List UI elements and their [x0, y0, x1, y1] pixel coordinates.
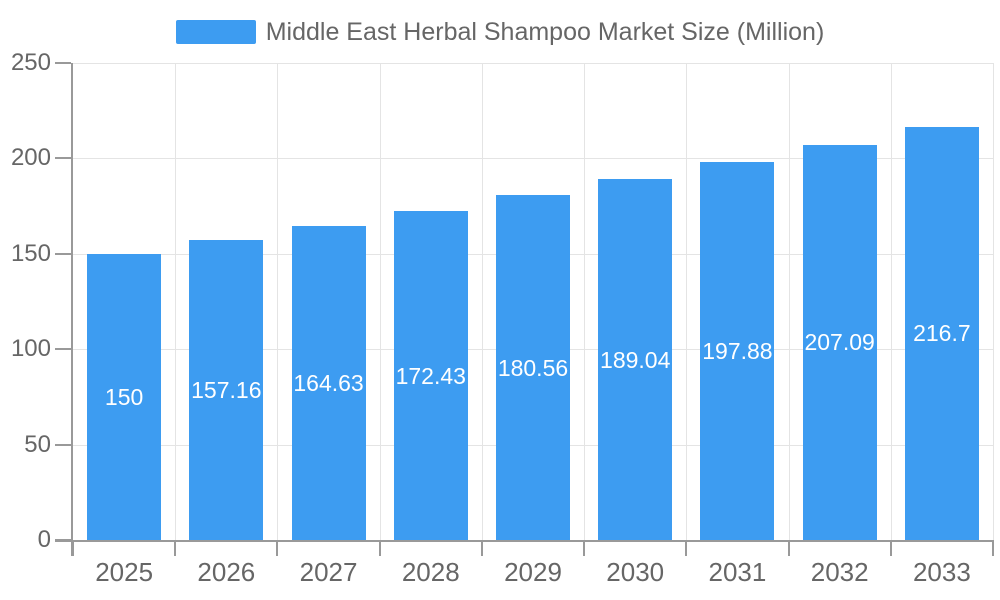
gridline-vertical — [379, 63, 381, 540]
gridline-horizontal — [73, 158, 993, 160]
gridline-vertical — [890, 63, 892, 540]
bar-value-label: 164.63 — [293, 369, 364, 396]
x-axis-label: 2025 — [95, 557, 154, 587]
y-axis-tick — [55, 348, 71, 351]
x-axis-label: 2032 — [810, 557, 869, 587]
y-axis-tick — [55, 157, 71, 160]
bar[interactable] — [393, 211, 468, 540]
bar-value-label: 157.16 — [191, 377, 262, 404]
y-axis-tick — [55, 443, 71, 446]
bar-value-label: 197.88 — [702, 338, 773, 365]
y-axis-label: 200 — [10, 144, 51, 172]
y-axis-line — [71, 63, 73, 556]
x-axis-tick — [889, 540, 892, 556]
y-axis-label: 100 — [10, 335, 51, 363]
x-axis-tick — [992, 540, 994, 556]
legend-label: Middle East Herbal Shampoo Market Size (… — [265, 18, 825, 46]
bar-value-label: 207.09 — [804, 329, 875, 356]
bar[interactable] — [291, 225, 366, 540]
bar[interactable] — [904, 126, 979, 540]
x-axis-label: 2029 — [504, 557, 562, 587]
gridline-vertical — [993, 63, 994, 540]
x-axis-tick — [72, 540, 74, 556]
x-axis-tick — [685, 540, 688, 556]
gridline-horizontal — [73, 63, 993, 64]
bar-value-label: 180.56 — [497, 354, 569, 381]
bar[interactable] — [802, 144, 877, 540]
gridline-vertical — [175, 63, 177, 540]
y-axis-label: 50 — [24, 430, 51, 458]
gridline-vertical — [481, 63, 483, 540]
x-axis-label: 2027 — [299, 557, 358, 587]
bar-value-label: 172.43 — [395, 362, 466, 389]
y-axis-label: 250 — [10, 49, 51, 76]
bar[interactable] — [496, 195, 570, 540]
x-axis-label: 2030 — [606, 557, 665, 587]
y-axis-label: 150 — [10, 239, 51, 267]
x-axis-label: 2026 — [197, 557, 256, 587]
bar-value-label: 150 — [104, 383, 144, 410]
x-axis-tick — [480, 540, 483, 556]
y-axis-label: 0 — [37, 526, 51, 553]
x-axis-tick — [378, 540, 381, 556]
bar[interactable] — [598, 179, 673, 540]
x-axis-label: 2028 — [401, 557, 460, 587]
bar-value-label: 189.04 — [600, 346, 671, 373]
x-axis-tick — [583, 540, 586, 556]
x-axis-label: 2031 — [708, 557, 767, 587]
gridline-vertical — [686, 63, 688, 540]
x-axis-line — [55, 540, 993, 542]
x-axis-tick — [787, 540, 790, 556]
gridline-vertical — [584, 63, 586, 540]
y-axis-tick — [55, 62, 71, 64]
x-axis-tick — [276, 540, 279, 556]
legend-swatch[interactable] — [175, 20, 256, 44]
x-axis-label: 2033 — [912, 557, 971, 587]
bar[interactable] — [189, 240, 264, 540]
x-axis-tick — [174, 540, 177, 556]
legend[interactable]: Middle East Herbal Shampoo Market Size (… — [0, 18, 1000, 46]
bar[interactable] — [700, 162, 775, 540]
bar-value-label: 216.7 — [913, 320, 971, 347]
gridline-vertical — [788, 63, 790, 540]
bar[interactable] — [87, 253, 162, 540]
gridline-vertical — [277, 63, 279, 540]
y-axis-tick — [55, 252, 71, 255]
